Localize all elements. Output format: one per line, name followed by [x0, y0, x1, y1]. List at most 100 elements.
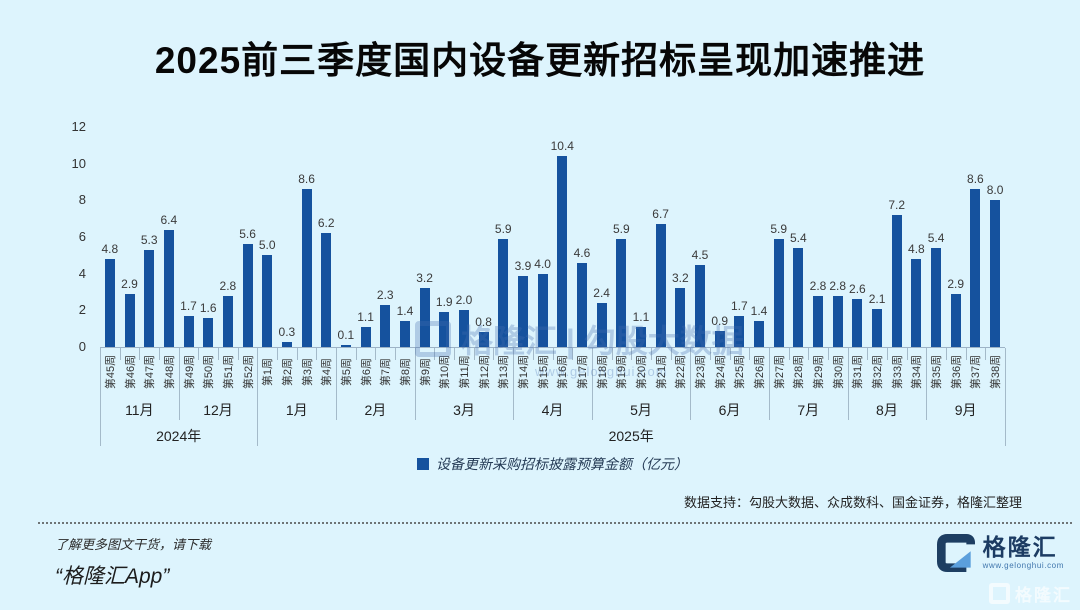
axis-divider [159, 348, 161, 360]
bar [852, 299, 863, 347]
month-label: 12月 [203, 402, 233, 418]
x-tick-label: 第17周 [577, 354, 589, 390]
x-tick-label: 第5周 [340, 357, 353, 387]
x-tick-label: 第19周 [616, 354, 629, 390]
bar-value-label: 2.9 [121, 276, 138, 291]
y-tick-label: 8 [78, 192, 86, 208]
bar [144, 249, 155, 347]
bar-slot: 3.9 [513, 127, 533, 347]
bar-slot: 2.9 [120, 127, 140, 347]
bar [183, 315, 194, 347]
bar [498, 238, 509, 347]
axis-divider [906, 348, 908, 360]
x-tick-label: 第14周 [517, 354, 530, 390]
axis-divider [100, 348, 101, 446]
bar [596, 303, 607, 347]
x-tick-label: 第33周 [891, 354, 904, 390]
bar-slot: 2.1 [867, 127, 887, 347]
x-tick-label: 第10周 [439, 354, 452, 390]
bar-slot: 5.0 [257, 127, 277, 347]
bar-slot: 5.9 [769, 127, 789, 347]
x-tick-label: 第8周 [399, 357, 412, 387]
axis-divider [926, 348, 928, 420]
y-axis: 0 2 4 6 8 10 12 [56, 119, 92, 354]
bar-slot: 5.6 [238, 127, 258, 347]
bar [813, 295, 824, 347]
axis-divider [945, 348, 947, 360]
bar-slot: 2.8 [808, 127, 828, 347]
bar-slot: 5.4 [926, 127, 946, 347]
bar-slot: 1.1 [631, 127, 651, 347]
y-tick-label: 4 [78, 265, 86, 281]
bar [655, 224, 666, 347]
x-tick-label: 第13周 [498, 354, 511, 390]
y-tick-label: 6 [78, 229, 86, 244]
x-tick-label: 第12周 [478, 354, 491, 390]
axis-divider [650, 348, 652, 360]
bar-value-label: 0.3 [278, 324, 296, 339]
bar-slot: 6.7 [651, 127, 671, 347]
x-tick-label: 第9周 [419, 357, 432, 387]
bar [773, 238, 784, 347]
bar-slot: 8.6 [966, 127, 986, 347]
bar-slot: 2.9 [946, 127, 966, 347]
axis-divider [296, 348, 298, 360]
bar-value-label: 4.8 [908, 242, 925, 256]
bar-slot: 1.4 [749, 127, 769, 347]
bar-slot: 1.6 [198, 127, 218, 347]
bar-value-label: 1.7 [730, 298, 748, 313]
bar-slot: 0.9 [710, 127, 730, 347]
bar-value-label: 2.3 [376, 287, 394, 302]
bar-value-label: 5.0 [258, 238, 276, 253]
bar-value-label: 0.8 [475, 315, 492, 330]
bar-slot: 1.7 [179, 127, 199, 347]
bar [832, 295, 843, 347]
axis-divider [611, 348, 613, 360]
bar-value-label: 3.2 [416, 271, 433, 286]
x-tick-label: 第36周 [950, 354, 963, 390]
bar-value-label: 6.4 [160, 212, 178, 227]
x-tick-label: 第47周 [144, 354, 157, 390]
bar-slot: 4.5 [690, 127, 710, 347]
axis-divider [198, 348, 200, 360]
bar-value-label: 5.9 [494, 221, 512, 236]
footer-app-name: “格隆汇App” [55, 565, 170, 588]
bar-slot: 2.3 [375, 127, 395, 347]
axis-divider [670, 348, 672, 360]
bar [458, 310, 469, 347]
bar [931, 248, 942, 347]
bar [419, 288, 430, 347]
bar-slot: 2.8 [218, 127, 238, 347]
bar-slot: 1.7 [730, 127, 750, 347]
x-tick-label: 第18周 [596, 354, 609, 390]
bar-value-label: 4.6 [573, 245, 591, 260]
month-label: 3月 [453, 402, 475, 418]
bar [242, 244, 253, 347]
axis-divider [768, 348, 770, 420]
axis-divider [178, 348, 180, 420]
bar-slot: 5.4 [789, 127, 809, 347]
bar [340, 345, 351, 347]
bar-slot: 5.9 [493, 127, 513, 347]
bar [163, 229, 174, 347]
bar-value-label: 2.9 [947, 276, 965, 291]
month-label: 5月 [630, 402, 652, 418]
bar-slot: 4.0 [533, 127, 553, 347]
x-tick-label: 第2周 [281, 357, 294, 387]
bar-value-label: 1.7 [180, 298, 197, 313]
bar [675, 288, 686, 347]
axis-divider [316, 348, 318, 360]
bar [262, 255, 273, 347]
x-tick-label: 第22周 [675, 354, 688, 390]
bar-slot: 4.8 [907, 127, 927, 347]
bar-value-label: 2.4 [593, 286, 610, 300]
bar-slot: 6.4 [159, 127, 179, 347]
bar-slot: 3.2 [415, 127, 435, 347]
bar-value-label: 1.4 [396, 304, 414, 319]
bar-value-label: 0.1 [337, 328, 355, 343]
bar-value-label: 7.2 [888, 198, 906, 212]
month-label: 11月 [125, 402, 154, 418]
bar [635, 326, 646, 347]
footer-promo-line1: 了解更多图文干货，请下载 [55, 537, 212, 552]
bar-slot: 5.3 [139, 127, 159, 347]
